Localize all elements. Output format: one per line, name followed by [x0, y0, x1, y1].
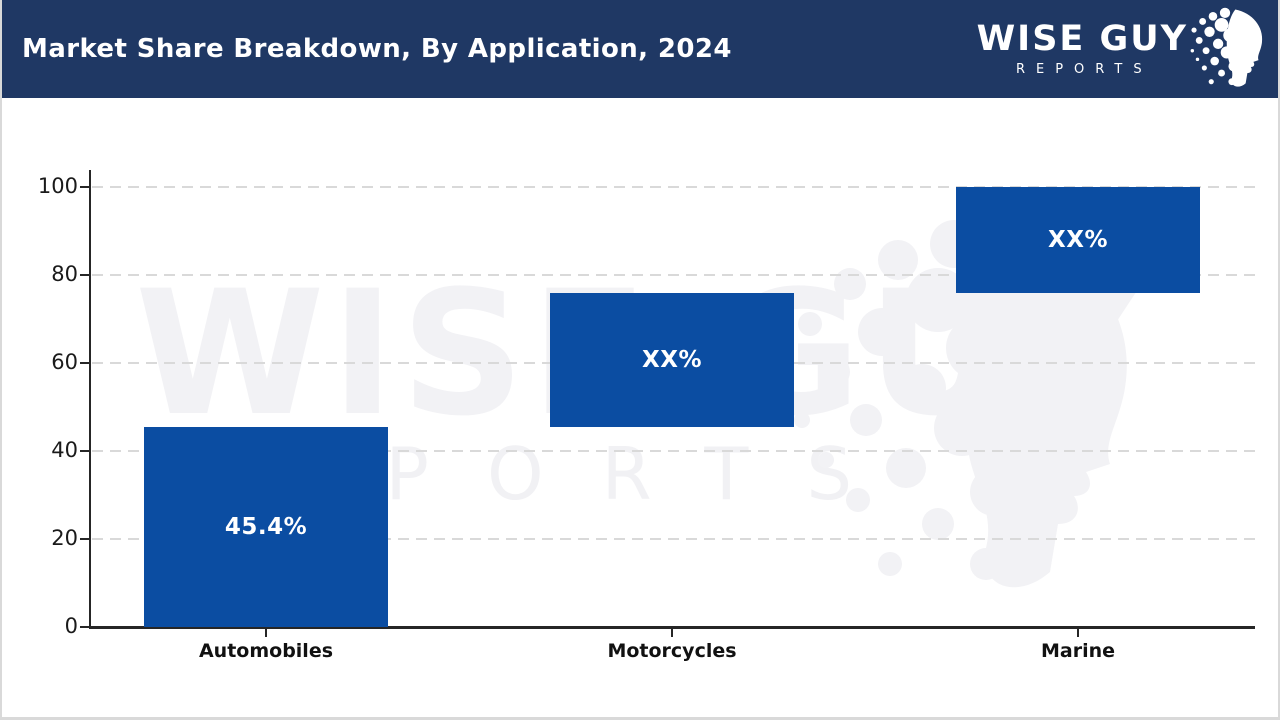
bar-marine: XX%: [956, 187, 1200, 294]
x-category-label: Marine: [1040, 640, 1116, 662]
header-bar: Market Share Breakdown, By Application, …: [2, 0, 1278, 98]
y-axis-line: [89, 170, 91, 629]
wiseguy-logo: WISE GUY REPORTS: [977, 6, 1268, 92]
y-tick-mark: [80, 538, 89, 540]
bar-value-label: XX%: [641, 347, 702, 374]
y-tick-label: 80: [51, 262, 78, 286]
x-axis-line: [89, 626, 1255, 629]
y-tick-label: 20: [51, 526, 78, 550]
x-tick-mark: [1077, 629, 1079, 637]
y-tick-label: 100: [37, 174, 78, 198]
gridline: [92, 450, 1255, 452]
x-category-label: Automobiles: [198, 640, 334, 662]
y-tick-mark: [80, 186, 89, 188]
y-tick-label: 0: [64, 614, 78, 638]
y-tick-label: 40: [51, 438, 78, 462]
bar-motorcycles: XX%: [550, 293, 794, 428]
gridline: [92, 538, 1255, 540]
y-tick-label: 60: [51, 350, 78, 374]
x-tick-mark: [671, 629, 673, 637]
y-tick-mark: [80, 362, 89, 364]
y-tick-mark: [80, 274, 89, 276]
bar-value-label: 45.4%: [224, 514, 308, 541]
x-category-label: Motorcycles: [607, 640, 737, 662]
logo-text: WISE GUY REPORTS: [976, 18, 1188, 77]
x-tick-mark: [265, 629, 267, 637]
logo-subtitle: REPORTS: [1015, 61, 1153, 77]
gridline: [92, 274, 1255, 276]
y-tick-mark: [80, 626, 89, 628]
bar-automobiles: 45.4%: [144, 427, 388, 627]
bar-value-label: XX%: [1047, 227, 1108, 254]
y-tick-mark: [80, 450, 89, 452]
wiseguy-face-logo-icon: [1182, 6, 1268, 92]
logo-wordmark: WISE GUY: [976, 18, 1188, 59]
page-title: Market Share Breakdown, By Application, …: [22, 34, 732, 64]
gridline: [92, 186, 1255, 188]
